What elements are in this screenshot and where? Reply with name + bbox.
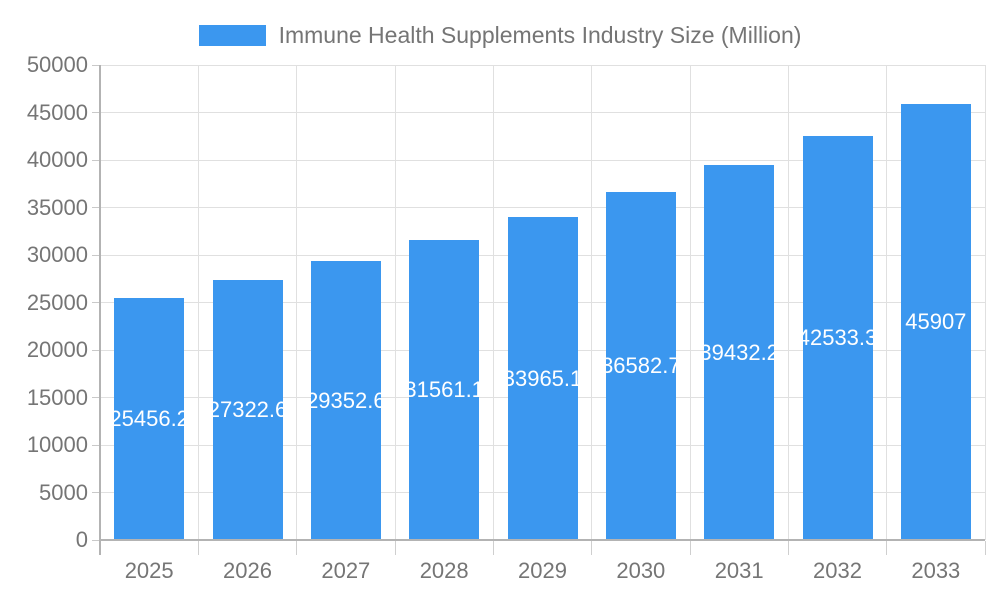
bar-value-label: 45907 [905, 308, 967, 334]
x-gridline [492, 65, 494, 540]
y-gridline [100, 207, 985, 208]
y-axis-tick [92, 159, 100, 161]
bar[interactable]: 31561.1 [409, 240, 480, 540]
legend-swatch[interactable] [198, 25, 266, 46]
y-axis-tick [92, 302, 100, 303]
y-axis-tick [92, 492, 100, 493]
x-axis-label: 2025 [124, 558, 174, 583]
y-axis-label: 15000 [26, 384, 88, 410]
x-axis-label: 2026 [223, 558, 272, 583]
y-axis-tick [92, 64, 100, 66]
y-axis-tick [92, 444, 100, 446]
x-gridline [787, 65, 789, 540]
bar-value-label: 31561.1 [409, 377, 480, 403]
bar[interactable]: 33965.1 [507, 217, 578, 540]
x-axis-label: 2027 [321, 558, 371, 583]
x-axis-label: 2030 [616, 558, 666, 583]
x-gridline [296, 65, 298, 540]
y-axis-label: 5000 [39, 479, 88, 505]
legend[interactable]: Immune Health Supplements Industry Size … [0, 22, 1000, 49]
y-axis-tick [92, 112, 100, 113]
y-axis-label: 40000 [26, 147, 88, 172]
y-gridline [100, 112, 985, 113]
bar-value-label: 29352.6 [310, 387, 381, 413]
x-gridline [591, 65, 593, 540]
y-axis-label: 45000 [26, 99, 88, 125]
x-axis-label: 2032 [813, 558, 862, 583]
bar[interactable]: 27322.6 [212, 280, 283, 540]
y-gridline [100, 64, 985, 66]
x-axis-tick [394, 541, 396, 555]
bar-value-label: 27322.6 [212, 397, 283, 423]
bar[interactable]: 42533.3 [802, 135, 873, 540]
y-axis-tick [92, 397, 100, 398]
x-gridline [984, 65, 986, 540]
y-axis-line [99, 65, 101, 555]
y-axis-label: 20000 [26, 337, 88, 362]
x-axis-label: 2029 [518, 558, 567, 583]
x-gridline [689, 65, 691, 540]
x-axis-tick [886, 541, 888, 555]
y-axis-label: 0 [75, 527, 88, 552]
bar[interactable]: 25456.2 [114, 298, 185, 540]
x-axis-label: 2033 [911, 558, 961, 583]
x-axis-tick [787, 541, 789, 555]
y-axis-label: 10000 [26, 432, 88, 457]
bar[interactable]: 36582.7 [605, 192, 676, 540]
y-axis-label: 25000 [26, 289, 88, 315]
y-axis-tick [92, 254, 100, 256]
x-axis-tick [591, 541, 593, 555]
x-gridline [197, 65, 199, 540]
legend-series-label: Immune Health Supplements Industry Size … [278, 22, 802, 48]
y-axis-label: 35000 [26, 194, 88, 220]
x-axis-tick [689, 541, 691, 555]
y-axis-tick [92, 349, 100, 351]
x-axis-tick [984, 541, 986, 555]
bar-value-label: 25456.2 [114, 406, 185, 432]
x-gridline [394, 65, 396, 540]
x-axis-label: 2028 [419, 558, 469, 583]
x-gridline [886, 65, 888, 540]
x-axis-label: 2031 [714, 558, 764, 583]
y-gridline [100, 159, 985, 161]
y-axis-tick [92, 539, 100, 541]
y-axis-label: 50000 [26, 52, 88, 77]
bar-value-label: 33965.1 [507, 365, 578, 391]
y-axis-label: 30000 [26, 242, 88, 267]
x-axis-line [100, 539, 985, 541]
bar-value-label: 42533.3 [802, 324, 873, 350]
x-axis-tick [492, 541, 494, 555]
bar[interactable]: 29352.6 [310, 261, 381, 540]
x-axis-tick [296, 541, 298, 555]
bar[interactable]: 45907 [900, 103, 971, 540]
bar-value-label: 39432.2 [704, 339, 775, 365]
bar-value-label: 36582.7 [605, 353, 676, 379]
y-axis-tick [92, 207, 100, 208]
x-axis-tick [197, 541, 199, 555]
bar[interactable]: 39432.2 [704, 165, 775, 540]
